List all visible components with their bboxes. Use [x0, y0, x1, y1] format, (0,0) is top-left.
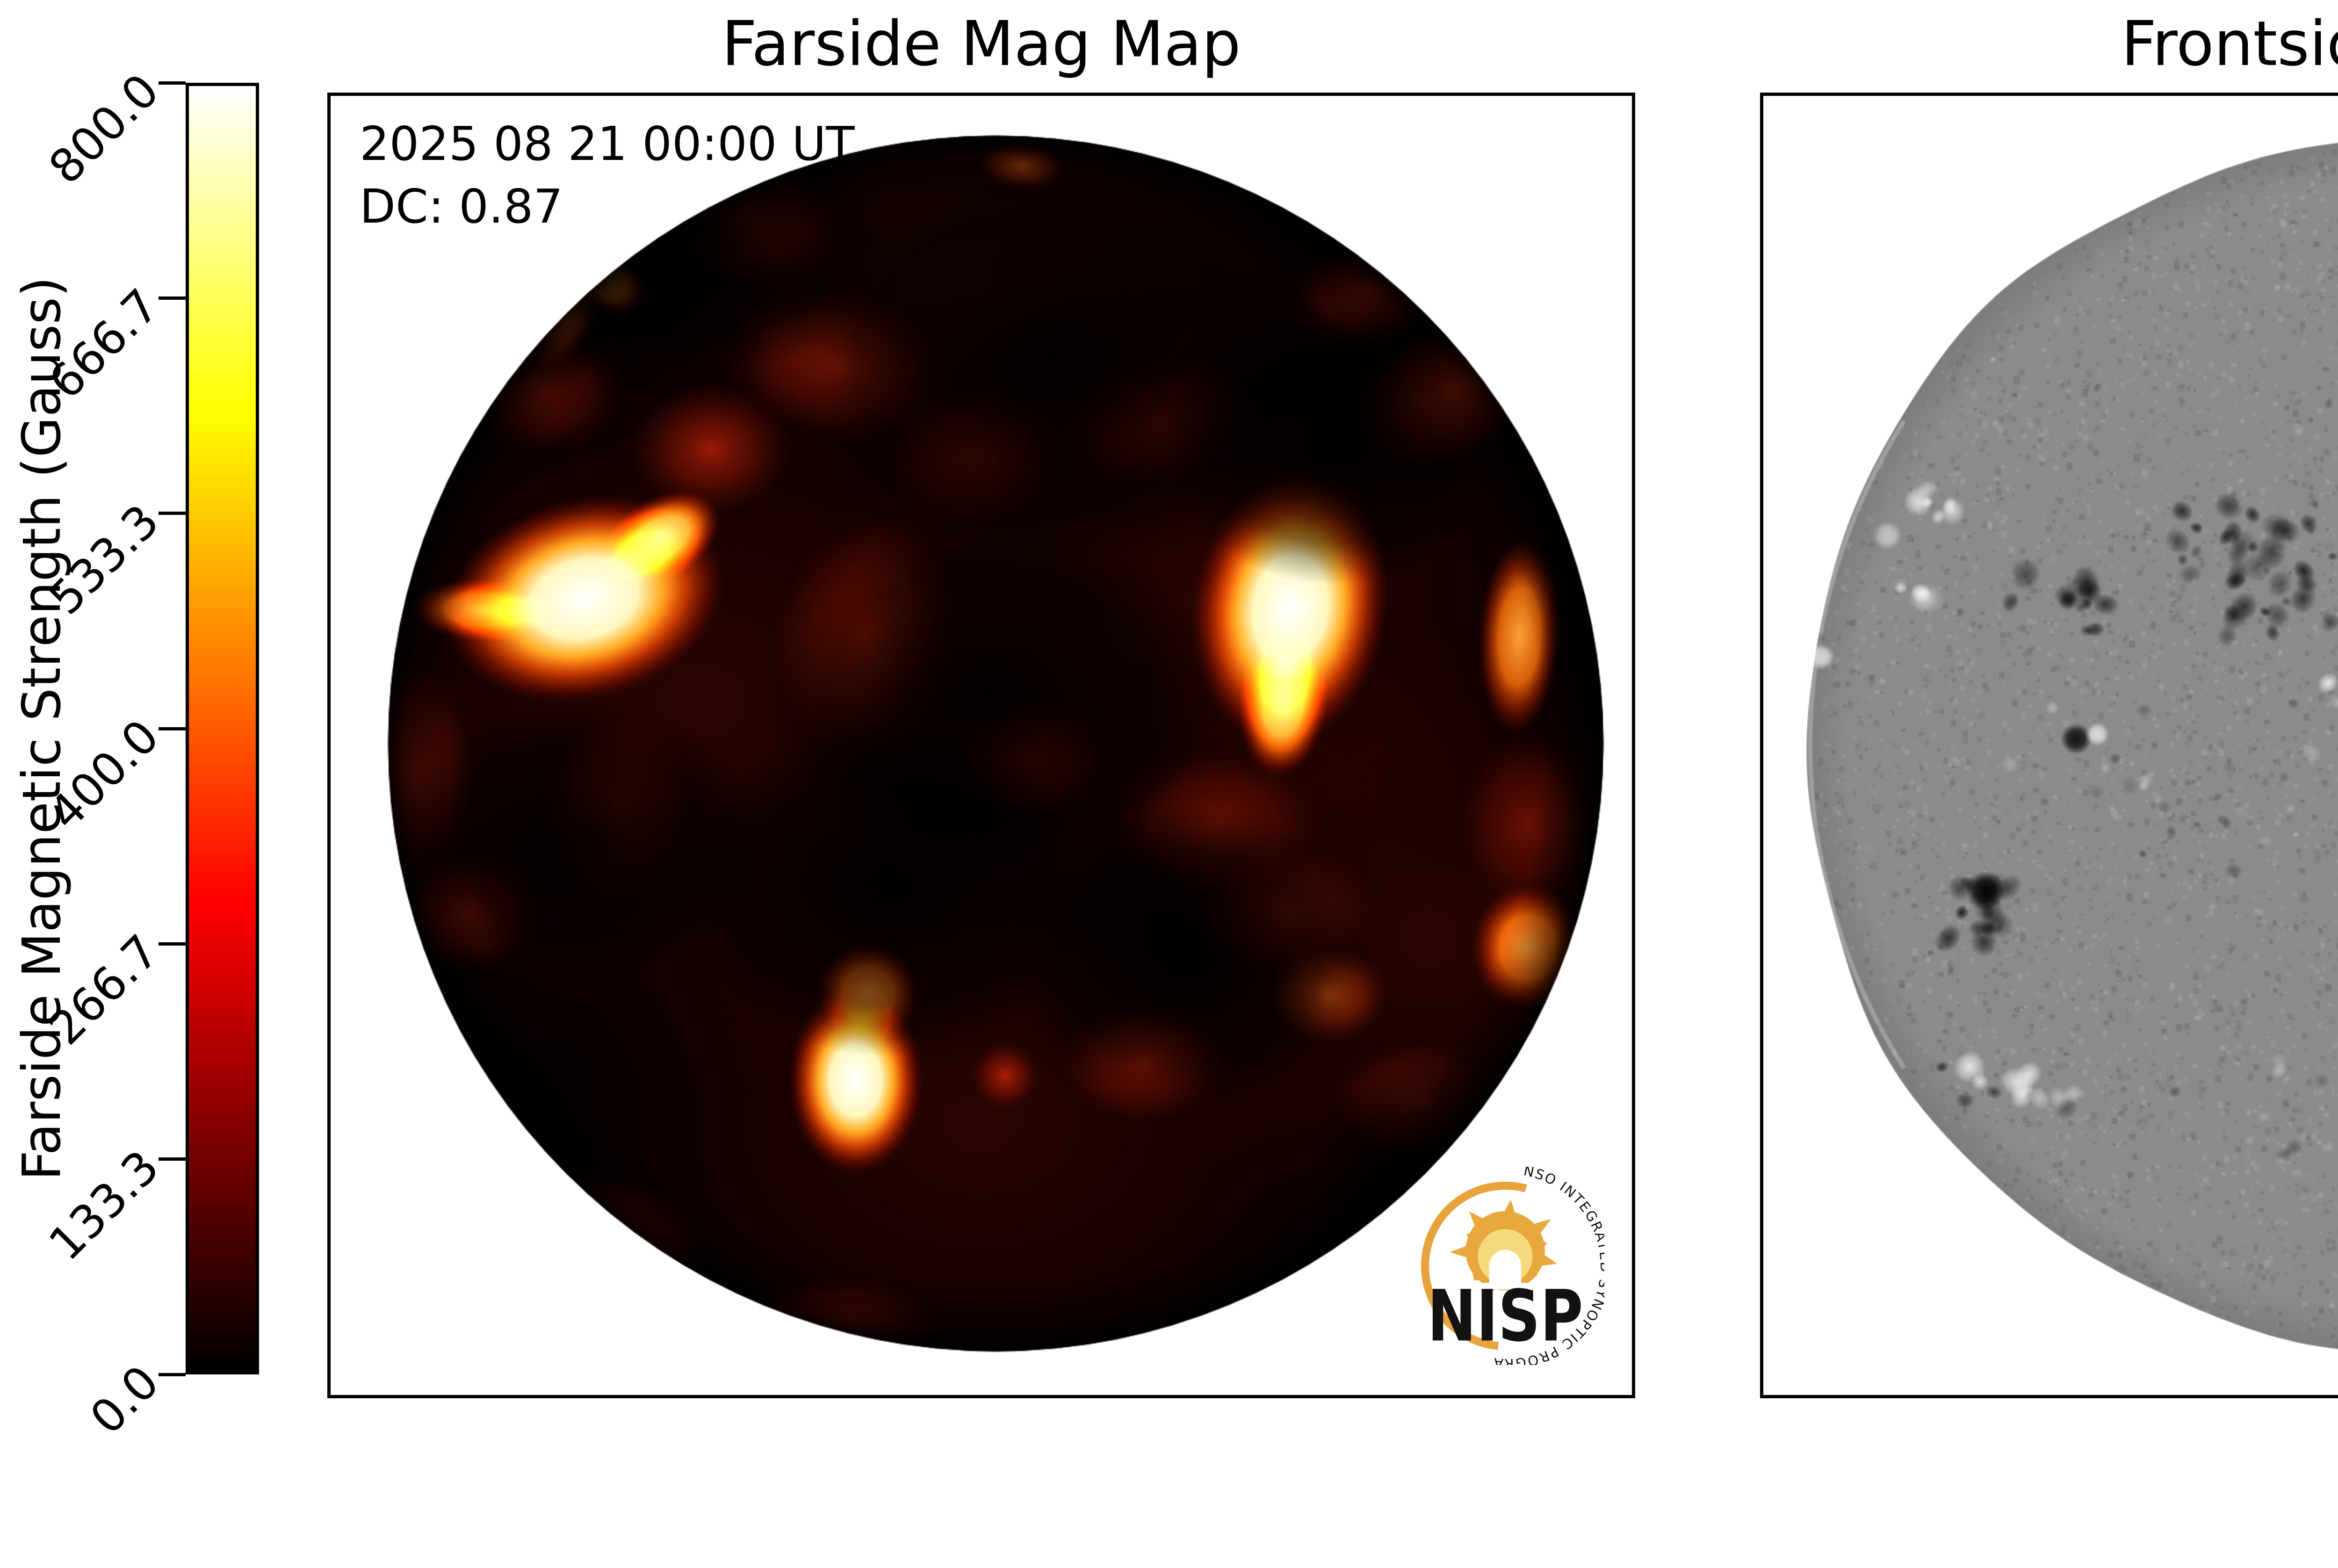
- colorbar-tick: [159, 942, 186, 946]
- farside-disk-image: [331, 96, 1632, 1395]
- farside-panel-title: Farside Mag Map: [722, 8, 1241, 80]
- colorbar-tick: [159, 1373, 186, 1376]
- colorbar-axis-label: Farside Magnetic Strength (Gauss): [12, 276, 72, 1181]
- colorbar-tick: [159, 81, 186, 85]
- farside-axes: 2025 08 21 00:00 UT DC: 0.87 NSO INTEGRAT…: [327, 93, 1635, 1398]
- farside-datetime: 2025 08 21 00:00 UT: [360, 116, 855, 171]
- frontside-panel-title: Frontside Mag Map: [2121, 8, 2338, 80]
- frontside-disk-image: [1763, 96, 2338, 1395]
- solar-mag-map-figure: Farside Magnetic Strength (Gauss) 800.0 6…: [12, 8, 2338, 1445]
- logo-sun-arch: [1489, 1250, 1522, 1284]
- colorbar-tick: [159, 1157, 186, 1161]
- farside-annotation: 2025 08 21 00:00 UT DC: 0.87: [360, 113, 855, 238]
- colorbar-tick: [159, 296, 186, 300]
- logo-acronym: NISP: [1427, 1275, 1583, 1358]
- colorbar-tick-label: 0.0: [80, 1355, 170, 1445]
- colorbar-tick: [159, 512, 186, 515]
- frontside-axes: NSO INTEGRATED SYNOPTIC PROGRAMNISP: [1760, 93, 2338, 1398]
- colorbar-tick: [159, 727, 186, 730]
- nisp-logo: NSO INTEGRATED SYNOPTIC PROGRAMNISP: [1400, 1154, 1612, 1372]
- colorbar-gradient: [186, 83, 259, 1374]
- farside-dc-value: DC: 0.87: [360, 179, 563, 234]
- logo-ring-arc: [1421, 1181, 1527, 1350]
